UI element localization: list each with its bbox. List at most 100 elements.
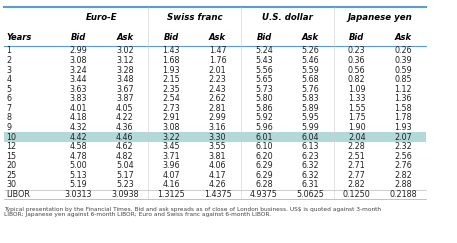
Text: 5.96: 5.96 <box>255 123 273 132</box>
Text: 7: 7 <box>6 104 11 113</box>
Text: Bid: Bid <box>256 33 271 42</box>
Text: 4.78: 4.78 <box>69 152 87 161</box>
Text: 4.82: 4.82 <box>116 152 133 161</box>
Text: 5.59: 5.59 <box>302 66 319 75</box>
Text: 12: 12 <box>6 142 16 151</box>
Text: 3.08: 3.08 <box>69 56 87 65</box>
Text: 5.65: 5.65 <box>255 75 273 84</box>
Text: 1.90: 1.90 <box>348 123 366 132</box>
Text: 30: 30 <box>6 180 16 189</box>
Text: Bid: Bid <box>164 33 179 42</box>
Text: 3.83: 3.83 <box>69 94 87 103</box>
Text: 5.56: 5.56 <box>255 66 273 75</box>
Text: 4.36: 4.36 <box>116 123 133 132</box>
Text: 1.33: 1.33 <box>348 94 366 103</box>
Text: 5.17: 5.17 <box>116 171 134 180</box>
Text: 1.12: 1.12 <box>394 85 412 94</box>
Text: Years: Years <box>6 33 32 42</box>
Text: 3: 3 <box>6 66 11 75</box>
Text: 1.47: 1.47 <box>209 46 226 55</box>
Text: 1.58: 1.58 <box>394 104 412 113</box>
Text: Ask: Ask <box>394 33 412 42</box>
Text: 4.46: 4.46 <box>116 133 133 142</box>
Text: 3.08: 3.08 <box>162 123 180 132</box>
Text: 5.23: 5.23 <box>116 180 134 189</box>
Text: 4.07: 4.07 <box>162 171 180 180</box>
Text: 3.45: 3.45 <box>162 142 180 151</box>
Text: 1.75: 1.75 <box>348 113 366 122</box>
Text: 2.15: 2.15 <box>162 75 180 84</box>
Text: 2.76: 2.76 <box>394 161 412 170</box>
Text: 5.26: 5.26 <box>302 46 319 55</box>
Text: 3.0313: 3.0313 <box>64 190 92 199</box>
Text: 3.55: 3.55 <box>209 142 227 151</box>
Text: 6.13: 6.13 <box>302 142 319 151</box>
Text: 5.46: 5.46 <box>302 56 319 65</box>
Text: 3.44: 3.44 <box>69 75 87 84</box>
Text: 3.87: 3.87 <box>116 94 133 103</box>
Text: 5.95: 5.95 <box>302 113 319 122</box>
Text: 2.99: 2.99 <box>69 46 87 55</box>
Text: 4.05: 4.05 <box>116 104 133 113</box>
Text: 5.43: 5.43 <box>255 56 273 65</box>
Text: 5.73: 5.73 <box>255 85 273 94</box>
Text: 3.48: 3.48 <box>116 75 133 84</box>
Text: 3.71: 3.71 <box>162 152 180 161</box>
Text: 4.01: 4.01 <box>69 104 87 113</box>
Text: 4.9375: 4.9375 <box>250 190 278 199</box>
Text: 2.35: 2.35 <box>162 85 180 94</box>
Text: 3.81: 3.81 <box>209 152 226 161</box>
Text: 3.02: 3.02 <box>116 46 133 55</box>
Text: 1.93: 1.93 <box>162 66 180 75</box>
Text: U.S. dollar: U.S. dollar <box>262 13 313 22</box>
Text: 2.77: 2.77 <box>348 171 366 180</box>
Text: 3.24: 3.24 <box>69 66 87 75</box>
Text: 6.29: 6.29 <box>255 171 273 180</box>
Text: 2.43: 2.43 <box>209 85 226 94</box>
Text: 2.88: 2.88 <box>394 180 412 189</box>
Text: 1.76: 1.76 <box>209 56 226 65</box>
Text: 0.36: 0.36 <box>348 56 366 65</box>
Text: 6.31: 6.31 <box>302 180 319 189</box>
Text: 9: 9 <box>6 123 11 132</box>
Text: 0.2188: 0.2188 <box>389 190 417 199</box>
Text: 0.1250: 0.1250 <box>343 190 371 199</box>
Text: 5.00: 5.00 <box>69 161 87 170</box>
Text: Ask: Ask <box>302 33 319 42</box>
Text: 3.67: 3.67 <box>116 85 133 94</box>
Text: 4.62: 4.62 <box>116 142 133 151</box>
Text: 4.17: 4.17 <box>209 171 226 180</box>
Text: 2: 2 <box>6 56 11 65</box>
Text: Euro-E: Euro-E <box>86 13 117 22</box>
Text: 2.56: 2.56 <box>394 152 412 161</box>
Text: 5.13: 5.13 <box>69 171 87 180</box>
Text: 1.55: 1.55 <box>348 104 366 113</box>
Text: 5.68: 5.68 <box>302 75 319 84</box>
Text: 5.80: 5.80 <box>255 94 273 103</box>
Text: 1.78: 1.78 <box>394 113 412 122</box>
Text: 2.04: 2.04 <box>348 133 366 142</box>
Text: Bid: Bid <box>349 33 364 42</box>
Text: Japanese yen: Japanese yen <box>348 13 412 22</box>
Text: 5.19: 5.19 <box>69 180 87 189</box>
Text: 6.01: 6.01 <box>255 133 273 142</box>
Text: 1.36: 1.36 <box>394 94 412 103</box>
Text: 5.86: 5.86 <box>255 104 273 113</box>
Text: 2.07: 2.07 <box>394 133 412 142</box>
Text: 2.82: 2.82 <box>348 180 366 189</box>
Text: 4.16: 4.16 <box>162 180 180 189</box>
Text: 5.76: 5.76 <box>302 85 319 94</box>
Text: 4.22: 4.22 <box>116 113 134 122</box>
Text: 6.10: 6.10 <box>255 142 273 151</box>
Text: 3.96: 3.96 <box>162 161 180 170</box>
Text: 1.93: 1.93 <box>394 123 412 132</box>
Text: 8: 8 <box>6 113 11 122</box>
Text: 1.43: 1.43 <box>162 46 180 55</box>
Text: 4.42: 4.42 <box>69 133 87 142</box>
Text: 2.81: 2.81 <box>209 104 226 113</box>
Text: 5: 5 <box>6 85 11 94</box>
Text: 1: 1 <box>6 46 11 55</box>
Text: 3.12: 3.12 <box>116 56 133 65</box>
Text: 0.59: 0.59 <box>394 66 412 75</box>
Text: 3.63: 3.63 <box>69 85 87 94</box>
